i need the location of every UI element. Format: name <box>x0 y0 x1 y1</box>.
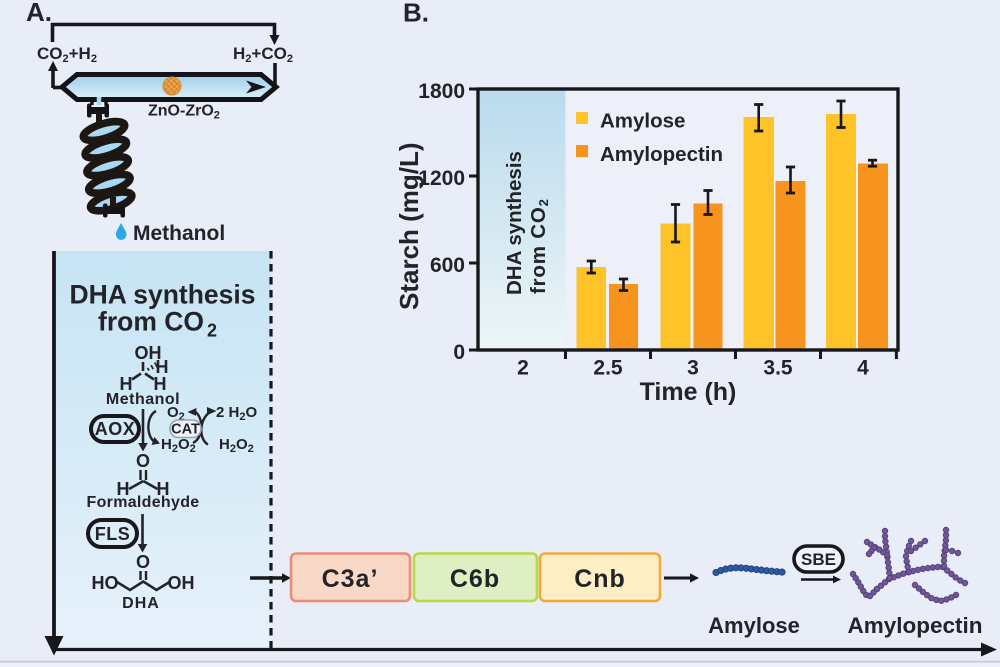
svg-text:H: H <box>154 374 167 394</box>
svg-text:B.: B. <box>403 0 429 28</box>
svg-text:ZnO-ZrO2​: ZnO-ZrO2​ <box>148 103 220 122</box>
svg-text:3: 3 <box>687 357 699 380</box>
svg-text:O: O <box>136 451 150 471</box>
svg-text:DHA synthesis: DHA synthesis <box>503 151 526 295</box>
svg-text:H: H <box>157 479 170 499</box>
svg-text:DHA synthesis: DHA synthesis <box>69 280 255 310</box>
svg-text:Amylopectin: Amylopectin <box>847 613 982 638</box>
svg-text:OH: OH <box>135 343 162 363</box>
svg-text:CAT: CAT <box>171 422 200 438</box>
svg-text:600: 600 <box>430 254 465 277</box>
svg-text:1200: 1200 <box>418 167 465 190</box>
svg-text:C3a’: C3a’ <box>322 565 379 593</box>
svg-text:2 H2​O: 2 H2​O <box>216 404 257 423</box>
svg-text:Cnb: Cnb <box>574 565 626 593</box>
svg-text:0: 0 <box>453 341 465 364</box>
svg-text:SBE: SBE <box>801 550 836 569</box>
svg-text:1800: 1800 <box>418 80 465 103</box>
svg-text:2.5: 2.5 <box>593 357 623 380</box>
svg-text:H: H <box>120 374 133 394</box>
svg-text:H2​O2​: H2​O2​ <box>161 436 196 455</box>
svg-text:A.: A. <box>26 0 52 27</box>
svg-text:Time (h): Time (h) <box>640 378 737 406</box>
svg-text:DHA: DHA <box>122 595 160 612</box>
svg-text:Methanol: Methanol <box>106 391 180 408</box>
svg-text:H: H <box>117 479 130 499</box>
svg-text:from CO: from CO <box>98 307 204 337</box>
svg-text:Amylose: Amylose <box>600 110 685 133</box>
svg-text:AOX: AOX <box>95 419 136 439</box>
svg-text:HO: HO <box>92 573 119 593</box>
svg-text:2: 2 <box>517 357 529 380</box>
svg-text:Amylopectin: Amylopectin <box>600 143 723 166</box>
svg-text:Starch (mg/L): Starch (mg/L) <box>394 142 424 310</box>
svg-text:CO2​+H2​: CO2​+H2​ <box>37 44 97 65</box>
svg-text:OH: OH <box>168 573 195 593</box>
svg-text:H: H <box>156 357 169 377</box>
svg-text:Formaldehyde: Formaldehyde <box>87 494 200 511</box>
svg-text:H2​+CO2​: H2​+CO2​ <box>233 44 293 65</box>
svg-text:H2​O2​: H2​O2​ <box>219 436 254 455</box>
svg-text:4: 4 <box>857 357 869 380</box>
svg-text:Methanol: Methanol <box>133 222 225 245</box>
svg-text:from CO2: from CO2 <box>527 198 551 294</box>
svg-text:C6b: C6b <box>450 565 500 593</box>
svg-text:3.5: 3.5 <box>763 357 793 380</box>
svg-text:O: O <box>136 552 150 572</box>
svg-text:FLS: FLS <box>95 524 131 544</box>
svg-text:Amylose: Amylose <box>708 613 800 638</box>
svg-text:2: 2 <box>207 321 217 341</box>
